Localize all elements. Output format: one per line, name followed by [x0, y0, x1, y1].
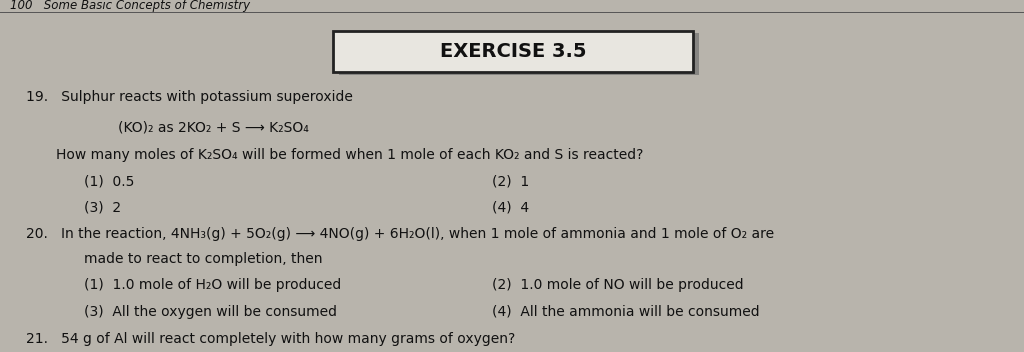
Text: (KO)₂ as 2KO₂ + S ⟶ K₂SO₄: (KO)₂ as 2KO₂ + S ⟶ K₂SO₄ [118, 120, 308, 134]
Text: (2)  1.0 mole of NO will be produced: (2) 1.0 mole of NO will be produced [492, 278, 743, 292]
FancyBboxPatch shape [333, 31, 693, 72]
Text: (3)  All the oxygen will be consumed: (3) All the oxygen will be consumed [84, 304, 337, 319]
Text: 20.   In the reaction, 4NH₃(g) + 5O₂(g) ⟶ 4NO(g) + 6H₂O(l), when 1 mole of ammon: 20. In the reaction, 4NH₃(g) + 5O₂(g) ⟶ … [26, 227, 774, 241]
Text: (1)  0.5: (1) 0.5 [84, 175, 134, 189]
Text: 100   Some Basic Concepts of Chemistry: 100 Some Basic Concepts of Chemistry [10, 0, 250, 12]
Text: made to react to completion, then: made to react to completion, then [84, 252, 323, 266]
Text: (1)  1.0 mole of H₂O will be produced: (1) 1.0 mole of H₂O will be produced [84, 278, 341, 292]
Text: (2)  1: (2) 1 [492, 175, 528, 189]
Text: How many moles of K₂SO₄ will be formed when 1 mole of each KO₂ and S is reacted?: How many moles of K₂SO₄ will be formed w… [56, 148, 644, 162]
Text: 19.   Sulphur reacts with potassium superoxide: 19. Sulphur reacts with potassium supero… [26, 90, 352, 104]
Text: 21.   54 g of Al will react completely with how many grams of oxygen?: 21. 54 g of Al will react completely wit… [26, 332, 515, 346]
Text: EXERCISE 3.5: EXERCISE 3.5 [439, 42, 587, 61]
FancyBboxPatch shape [339, 33, 699, 75]
Text: (3)  2: (3) 2 [84, 201, 121, 215]
Text: (4)  4: (4) 4 [492, 201, 528, 215]
Text: (4)  All the ammonia will be consumed: (4) All the ammonia will be consumed [492, 304, 759, 319]
